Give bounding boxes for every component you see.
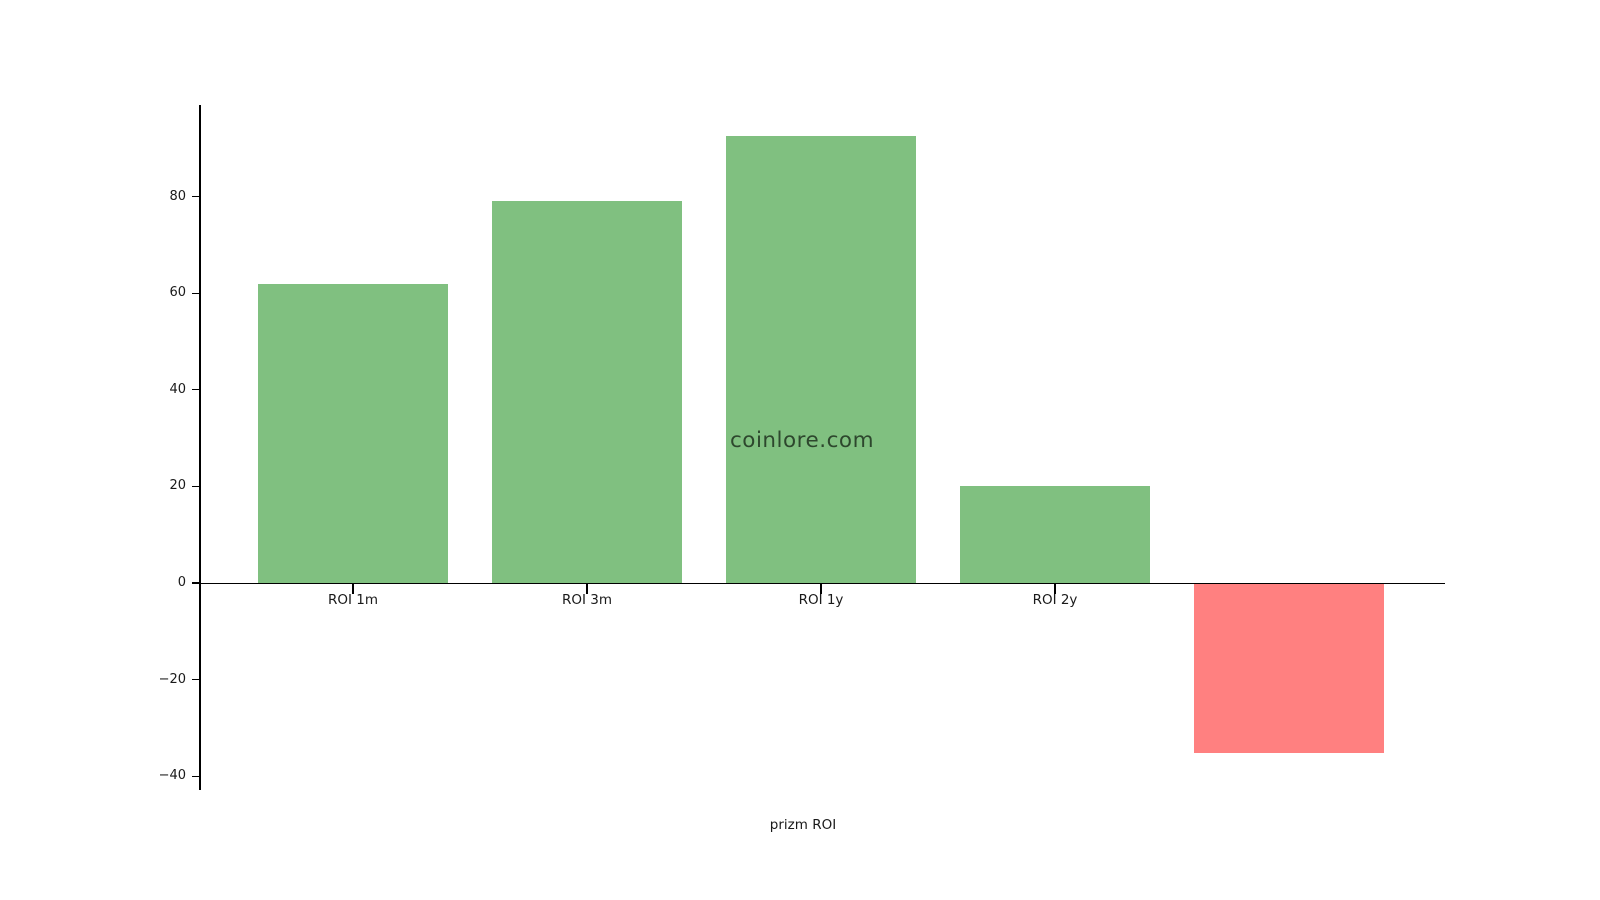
chart-bar-unlabeled: [1194, 584, 1384, 754]
y-tick-mark: [192, 485, 199, 488]
x-tick-label: ROI 2y: [1032, 592, 1078, 608]
x-tick-label: ROI 3m: [561, 592, 613, 608]
x-axis-title: prizm ROI: [769, 817, 837, 833]
x-tick-label: ROI 1y: [798, 592, 844, 608]
x-tick-mark: [820, 584, 822, 594]
y-axis-spine: [199, 105, 201, 790]
x-tick-mark: [586, 584, 588, 594]
chart-bar-roi-2y: [960, 486, 1150, 583]
y-tick-label: 40: [169, 381, 186, 397]
y-tick-mark: [192, 678, 199, 681]
x-tick-label: ROI 1m: [327, 592, 379, 608]
y-tick-label: 60: [169, 285, 186, 301]
y-tick-mark: [192, 582, 199, 584]
y-tick-label: 80: [169, 188, 186, 204]
y-tick-label: 0: [177, 575, 186, 590]
y-tick-label: 20: [169, 478, 186, 494]
x-axis-zero-line: [199, 583, 1445, 585]
y-tick-mark: [192, 292, 199, 294]
chart-bar-roi-1y: [726, 136, 916, 583]
coinlore-watermark: coinlore.com: [729, 428, 875, 453]
y-tick-mark: [192, 389, 199, 391]
chart-bar-roi-1m: [258, 283, 448, 583]
chart-bar-roi-3m: [492, 201, 682, 583]
y-tick-mark: [192, 775, 199, 777]
x-tick-mark: [1054, 584, 1056, 594]
y-tick-label: −40: [158, 768, 186, 784]
y-tick-label: −20: [158, 671, 186, 687]
x-tick-mark: [352, 584, 354, 594]
y-tick-mark: [192, 195, 199, 198]
